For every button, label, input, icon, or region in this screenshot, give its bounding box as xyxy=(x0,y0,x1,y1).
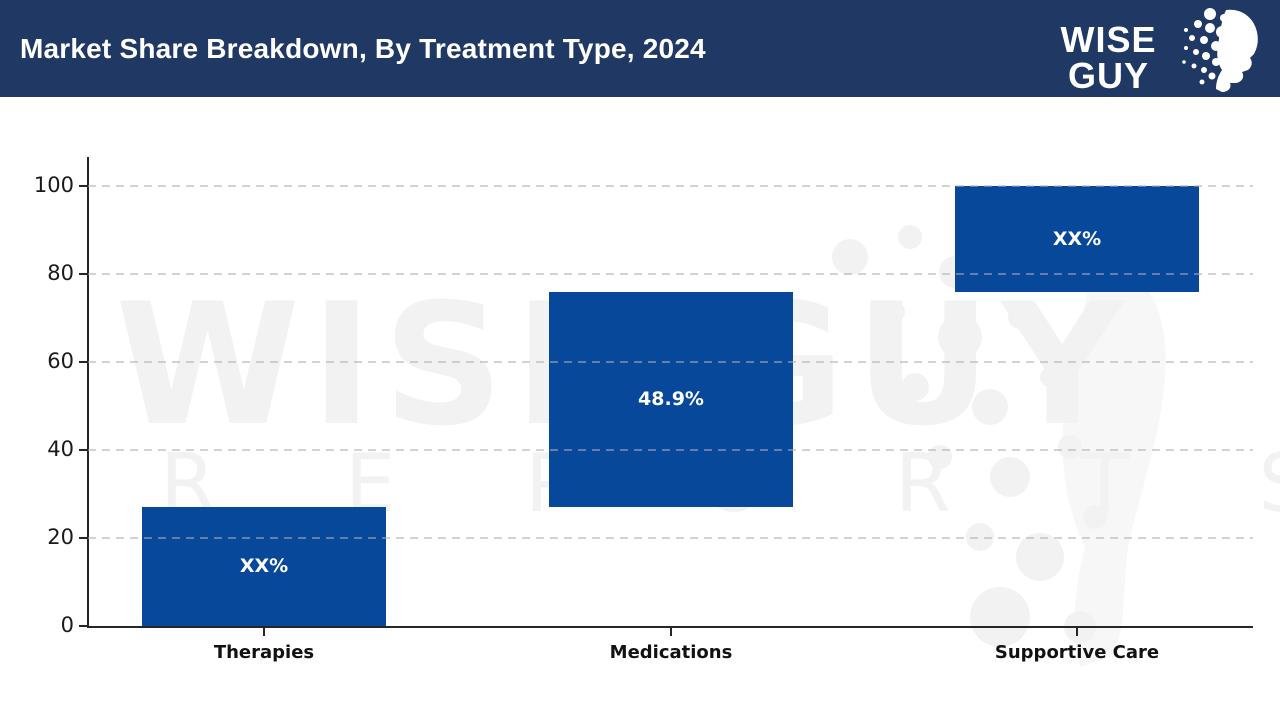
gridline-40 xyxy=(88,449,1253,451)
y-tick-label: 80 xyxy=(47,261,74,285)
x-tick-mark xyxy=(670,628,672,636)
header-banner: Market Share Breakdown, By Treatment Typ… xyxy=(0,0,1280,111)
gridline-80 xyxy=(88,273,1253,275)
bar-value-label-medications: 48.9% xyxy=(638,388,704,411)
gridline-20 xyxy=(88,537,1253,539)
page-title: Market Share Breakdown, By Treatment Typ… xyxy=(20,32,706,64)
bar-medications xyxy=(549,291,793,507)
x-tick-mark xyxy=(1076,628,1078,636)
y-axis-line xyxy=(87,157,89,628)
logo-text: WISE GUY REPORTS xyxy=(1016,19,1201,112)
logo-face-icon xyxy=(1182,8,1258,93)
y-tick-mark xyxy=(79,361,87,363)
x-category-label-medications: Medications xyxy=(609,642,733,663)
gridline-100 xyxy=(88,185,1253,187)
y-tick-label: 40 xyxy=(47,437,74,461)
x-category-label-therapies: Therapies xyxy=(213,642,315,663)
x-axis-line xyxy=(87,626,1253,628)
y-tick-mark xyxy=(79,185,87,187)
y-tick-label: 20 xyxy=(47,525,74,549)
chart-area: WISE GUY R E P O R T S 020406080100XX%Th… xyxy=(0,97,1280,720)
bar-value-label-supportive-care: XX% xyxy=(1052,227,1102,250)
gridline-60 xyxy=(88,361,1253,363)
logo-subtitle: REPORTS xyxy=(1042,96,1183,111)
bar-value-label-therapies: XX% xyxy=(239,555,289,578)
y-tick-mark xyxy=(79,625,87,627)
y-tick-label: 100 xyxy=(33,173,74,197)
y-tick-mark xyxy=(79,273,87,275)
y-tick-mark xyxy=(79,449,87,451)
bar-therapies xyxy=(142,506,386,626)
y-tick-label: 0 xyxy=(60,613,74,637)
logo-wordmark: WISE GUY xyxy=(1060,19,1157,96)
x-category-label-supportive-care: Supportive Care xyxy=(994,642,1160,663)
y-tick-label: 60 xyxy=(47,349,74,373)
y-tick-mark xyxy=(79,537,87,539)
wise-guy-reports-logo: WISE GUY REPORTS xyxy=(1016,0,1266,111)
x-tick-mark xyxy=(263,628,265,636)
